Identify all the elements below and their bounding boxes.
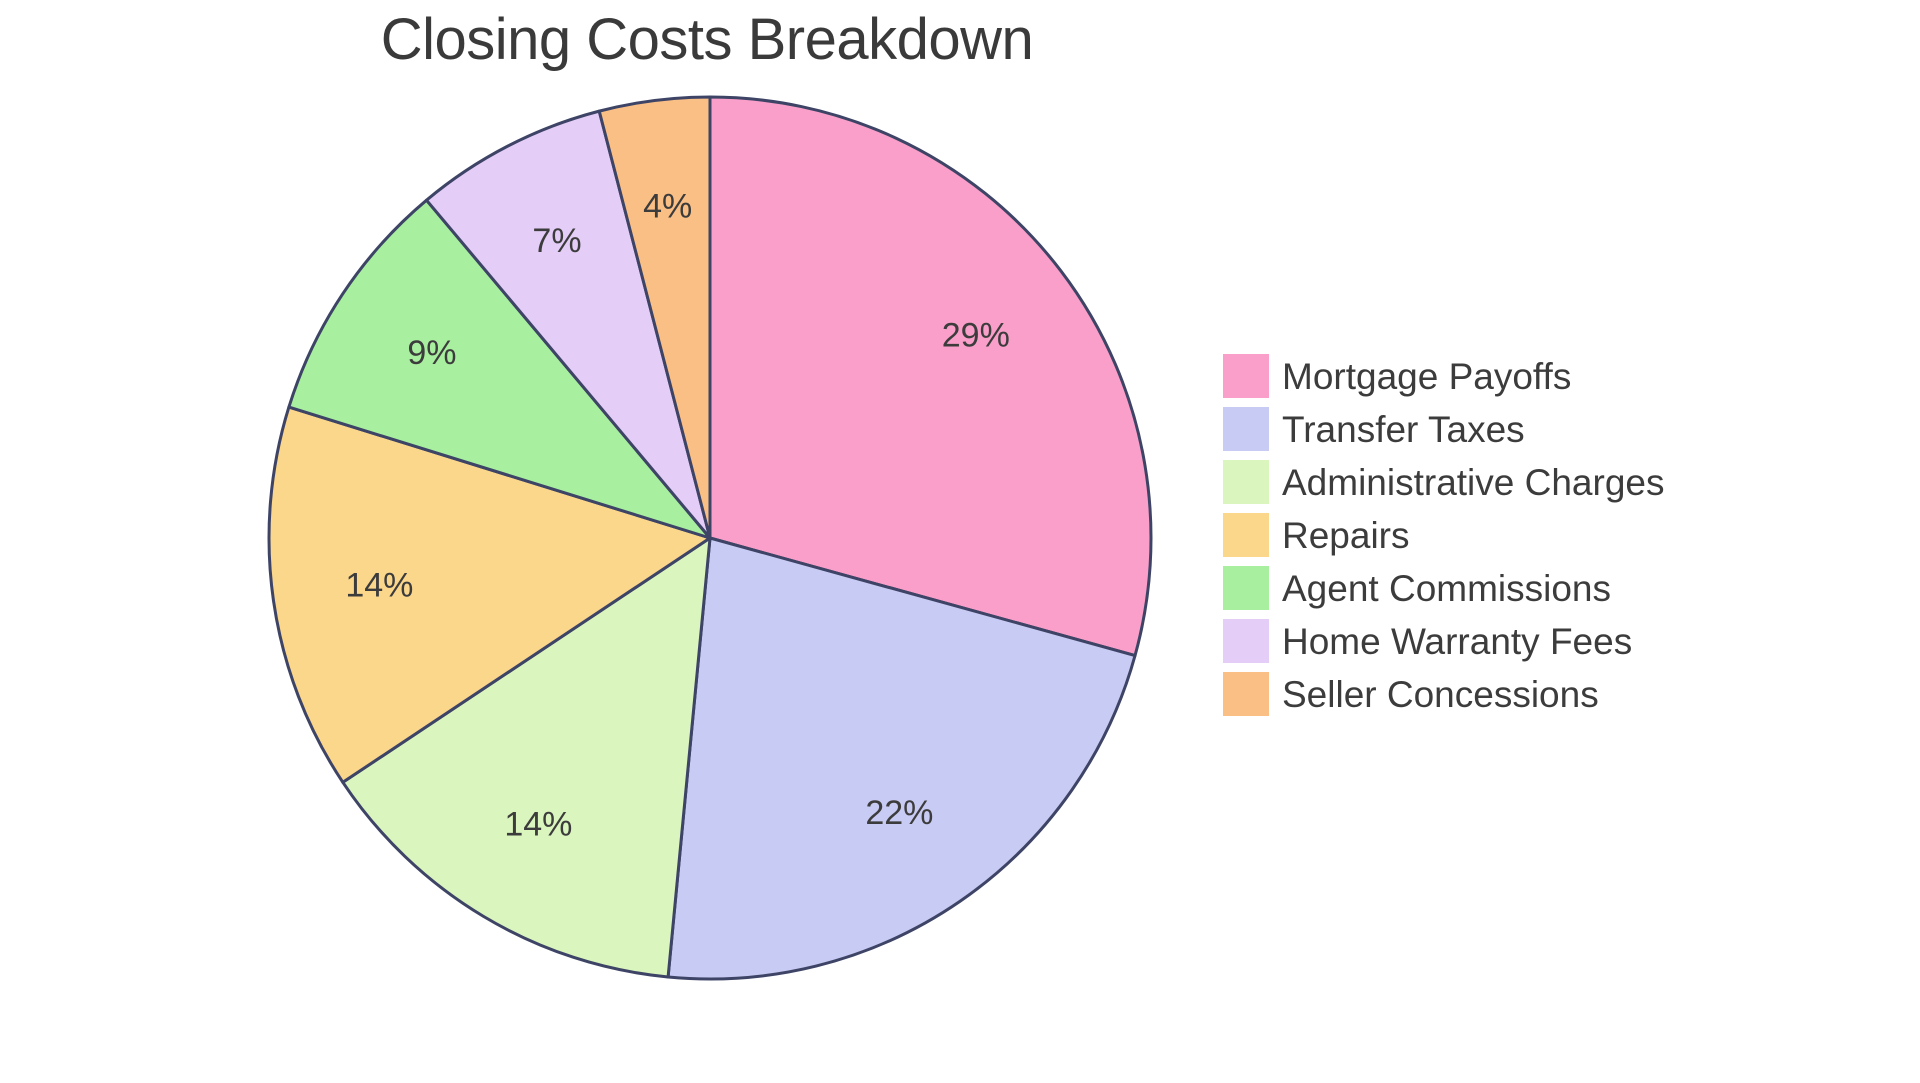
legend-swatch-icon <box>1223 672 1269 716</box>
legend-label: Transfer Taxes <box>1282 408 1525 450</box>
pie-slice-mortgage-payoffs <box>708 95 1153 658</box>
pie-slice-seller-concessions <box>597 95 712 540</box>
legend-swatch-icon <box>1223 619 1269 663</box>
legend-label: Mortgage Payoffs <box>1282 355 1572 397</box>
legend-item-seller-concessions: Seller Concessions <box>1223 672 1664 716</box>
slice-percent-label-mortgage-payoffs: 29% <box>942 317 1010 355</box>
pie-slice-agent-commissions <box>287 198 712 540</box>
legend-item-transfer-taxes: Transfer Taxes <box>1223 407 1664 451</box>
pie-slice-repairs <box>267 405 712 784</box>
legend-item-administrative-charges: Administrative Charges <box>1223 460 1664 504</box>
legend-item-repairs: Repairs <box>1223 513 1664 557</box>
legend-swatch-icon <box>1223 513 1269 557</box>
chart-title: Closing Costs Breakdown <box>380 7 1034 72</box>
legend-swatch-icon <box>1223 460 1269 504</box>
legend-label: Administrative Charges <box>1282 461 1665 503</box>
legend-swatch-icon <box>1223 566 1269 610</box>
legend: Mortgage Payoffs Transfer Taxes Administra… <box>1223 354 1664 716</box>
pie-slice-transfer-taxes <box>666 536 1137 981</box>
legend-label: Repairs <box>1282 514 1410 556</box>
slice-percent-label-repairs: 14% <box>345 567 413 605</box>
legend-item-mortgage-payoffs: Mortgage Payoffs <box>1223 354 1664 398</box>
legend-item-home-warranty-fees: Home Warranty Fees <box>1223 619 1664 663</box>
legend-swatch-icon <box>1223 407 1269 451</box>
pie-slice-administrative-charges <box>341 536 712 979</box>
legend-item-agent-commissions: Agent Commissions <box>1223 566 1664 610</box>
pie-slice-home-warranty-fees <box>425 109 712 540</box>
slice-percent-label-home-warranty-fees: 7% <box>532 222 581 260</box>
slice-percent-label-administrative-charges: 14% <box>504 806 572 844</box>
legend-label: Agent Commissions <box>1282 567 1612 609</box>
legend-label: Seller Concessions <box>1282 673 1599 715</box>
slice-percent-label-transfer-taxes: 22% <box>865 794 933 832</box>
slice-percent-label-agent-commissions: 9% <box>407 334 456 372</box>
legend-swatch-icon <box>1223 354 1269 398</box>
slice-percent-label-seller-concessions: 4% <box>643 188 692 226</box>
legend-label: Home Warranty Fees <box>1282 620 1633 662</box>
